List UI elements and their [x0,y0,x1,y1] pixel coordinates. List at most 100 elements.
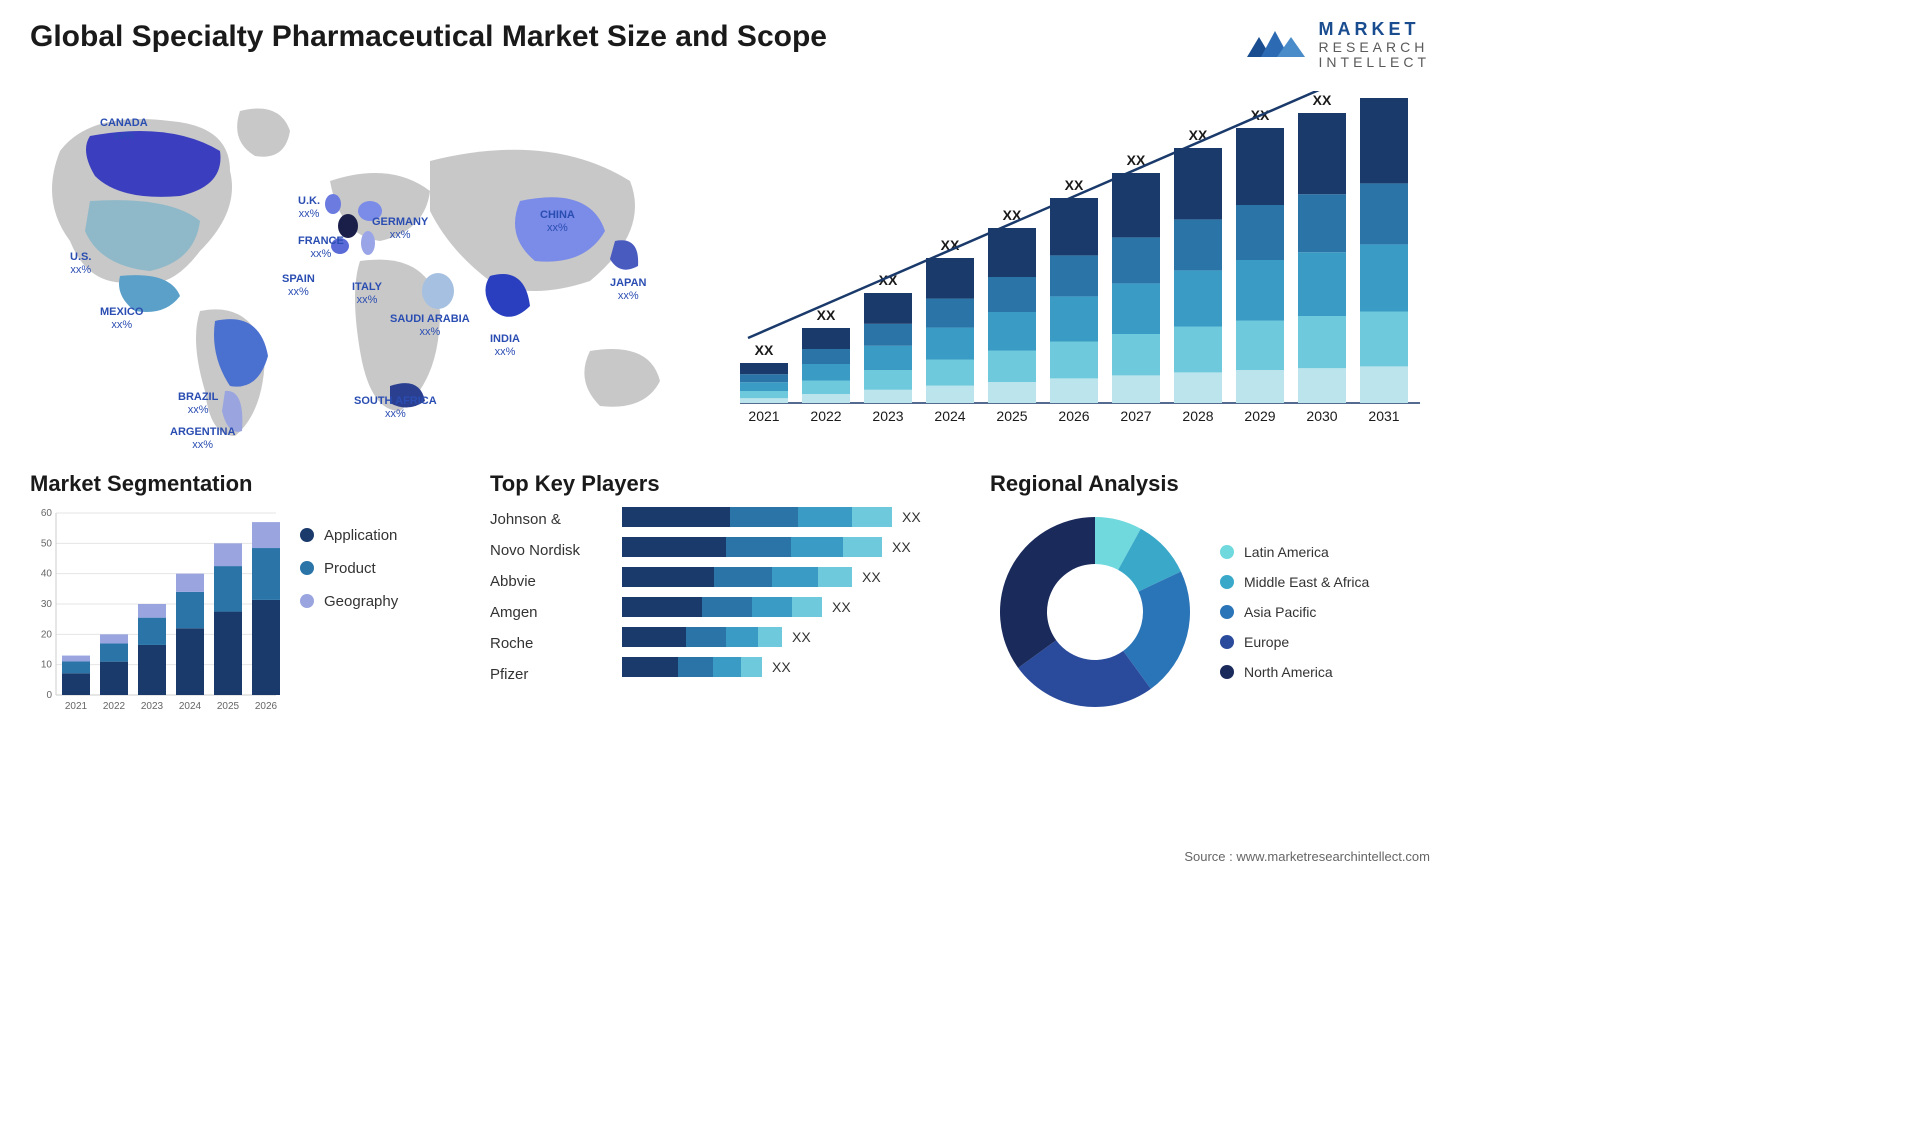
svg-text:2021: 2021 [65,701,88,712]
player-row: XX [622,507,960,527]
map-label-u-s-: U.S.xx% [70,251,91,277]
region-legend-label: Asia Pacific [1244,604,1316,620]
world-map-svg [30,91,690,441]
player-value-label: XX [892,539,911,555]
player-bar-segment [741,657,762,677]
player-name: Novo Nordisk [490,542,610,559]
svg-text:2024: 2024 [179,701,202,712]
player-bar-segment [792,597,822,617]
svg-text:60: 60 [41,508,53,519]
map-label-brazil: BRAZILxx% [178,391,218,417]
map-label-argentina: ARGENTINAxx% [170,426,235,452]
map-label-japan: JAPANxx% [610,277,646,303]
player-name: Johnson & [490,511,610,528]
region-legend-item: Europe [1220,634,1369,650]
player-bar-segment [798,507,852,527]
svg-text:2029: 2029 [1244,408,1275,424]
brand-logo: MARKET RESEARCH INTELLECT [1245,20,1430,71]
region-legend-item: Latin America [1220,544,1369,560]
region-legend-item: Middle East & Africa [1220,574,1369,590]
player-row: XX [622,567,960,587]
player-bar-segment [843,537,882,557]
map-japan [610,240,638,269]
player-bar-segment [622,507,730,527]
player-value-label: XX [832,599,851,615]
seg-legend-label: Geography [324,593,398,610]
seg-legend-label: Product [324,560,376,577]
map-label-south-africa: SOUTH AFRICAxx% [354,395,437,421]
svg-text:0: 0 [46,690,52,701]
player-row: XX [622,597,960,617]
player-row: XX [622,537,960,557]
legend-dot-icon [1220,605,1234,619]
seg-legend-label: Application [324,527,397,544]
player-bar [622,657,762,677]
svg-text:2022: 2022 [103,701,126,712]
player-bar [622,627,782,647]
region-legend-item: North America [1220,664,1369,680]
svg-text:20: 20 [41,629,53,640]
logo-line1: MARKET [1319,20,1430,40]
map-uk [325,194,341,214]
player-bar-segment [714,567,772,587]
players-title: Top Key Players [490,471,960,497]
segmentation-legend: Application Product Geography [300,507,398,717]
map-label-spain: SPAINxx% [282,273,315,299]
svg-text:2021: 2021 [748,408,779,424]
svg-text:2023: 2023 [872,408,903,424]
player-value-label: XX [862,569,881,585]
legend-dot-icon [300,528,314,542]
legend-dot-icon [1220,635,1234,649]
svg-text:2023: 2023 [141,701,164,712]
svg-text:2025: 2025 [996,408,1027,424]
svg-text:2022: 2022 [810,408,841,424]
segmentation-chart: 0102030405060202120222023202420252026 [30,507,280,717]
player-name: Roche [490,635,610,652]
player-bar-segment [818,567,853,587]
legend-dot-icon [1220,575,1234,589]
svg-text:50: 50 [41,538,53,549]
logo-line3: INTELLECT [1319,55,1430,70]
svg-text:2026: 2026 [255,701,278,712]
player-value-label: XX [902,509,921,525]
player-bar-segment [726,537,791,557]
region-legend-label: Europe [1244,634,1289,650]
player-bar-segment [622,627,686,647]
map-label-u-k-: U.K.xx% [298,195,320,221]
map-label-france: FRANCExx% [298,235,344,261]
svg-text:40: 40 [41,568,53,579]
map-label-saudi-arabia: SAUDI ARABIAxx% [390,313,470,339]
legend-dot-icon [1220,545,1234,559]
svg-text:2031: 2031 [1368,408,1399,424]
player-bar-segment [752,597,792,617]
svg-text:XX: XX [1065,177,1084,193]
player-bar-segment [772,567,818,587]
svg-text:2025: 2025 [217,701,240,712]
player-value-label: XX [772,659,791,675]
source-attribution: Source : www.marketresearchintellect.com [1184,849,1430,864]
map-label-italy: ITALYxx% [352,281,382,307]
player-names-list: Johnson &Novo NordiskAbbvieAmgenRochePfi… [490,507,610,683]
svg-text:XX: XX [1375,91,1394,93]
page-title: Global Specialty Pharmaceutical Market S… [30,20,827,54]
player-bar-segment [730,507,798,527]
player-value-label: XX [792,629,811,645]
player-bar-segment [622,567,714,587]
svg-text:2024: 2024 [934,408,965,424]
map-label-india: INDIAxx% [490,333,520,359]
seg-legend-item: Application [300,527,398,544]
map-label-canada: CANADAxx% [100,117,148,143]
player-bar-segment [622,537,726,557]
map-label-mexico: MEXICOxx% [100,306,143,332]
regional-legend: Latin America Middle East & Africa Asia Pa… [1220,544,1369,680]
player-bar-segment [622,597,702,617]
svg-text:10: 10 [41,659,53,670]
player-row: XX [622,657,960,677]
player-bar-segment [758,627,782,647]
regional-title: Regional Analysis [990,471,1430,497]
logo-wave-icon [1245,21,1309,69]
player-row: XX [622,627,960,647]
player-bar-segment [852,507,893,527]
svg-text:2028: 2028 [1182,408,1213,424]
svg-text:2026: 2026 [1058,408,1089,424]
